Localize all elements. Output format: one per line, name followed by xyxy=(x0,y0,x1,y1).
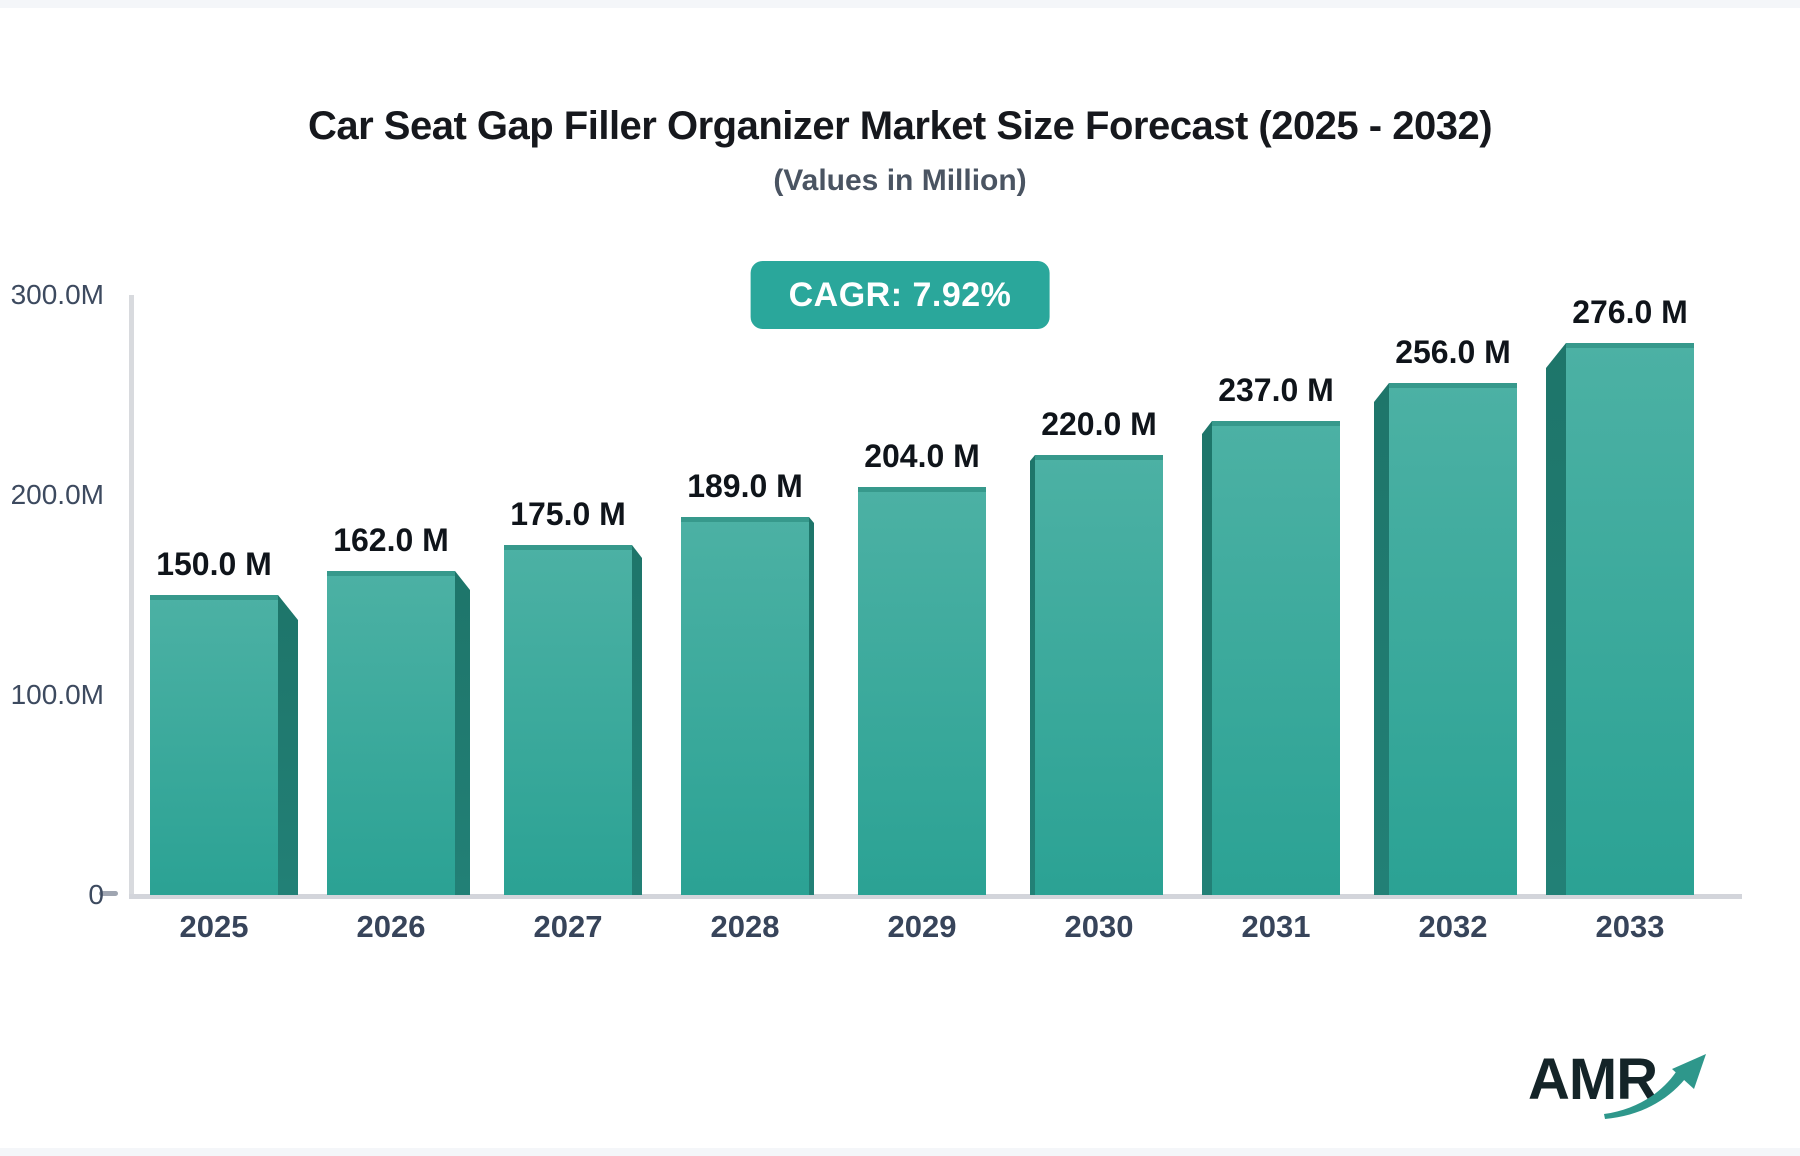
y-axis: 300.0M 200.0M 100.0M 0 xyxy=(0,279,104,910)
bar-top-edge xyxy=(327,571,455,576)
bar xyxy=(504,545,632,895)
bar-group xyxy=(1374,383,1517,895)
bar-group xyxy=(150,595,298,895)
amr-logo-arrow-icon xyxy=(1604,1054,1706,1119)
bar-group xyxy=(681,517,814,895)
cagr-badge-label: CAGR: 7.92% xyxy=(788,275,1012,314)
y-axis-tick-label: 200.0M xyxy=(10,479,104,510)
x-axis-label: 2029 xyxy=(887,909,957,944)
chart-subtitle: (Values in Million) xyxy=(773,164,1027,197)
bar-top-edge xyxy=(1035,455,1163,460)
bar-value-label: 150.0 M xyxy=(156,546,272,582)
x-axis-label: 2032 xyxy=(1418,909,1488,944)
chart-title: Car Seat Gap Filler Organizer Market Siz… xyxy=(307,104,1493,148)
bar-value-label: 204.0 M xyxy=(864,438,980,474)
bar-value-label: 237.0 M xyxy=(1218,372,1334,408)
x-axis-line xyxy=(129,894,1742,899)
bar-value-label: 175.0 M xyxy=(510,496,626,532)
x-axis-label: 2030 xyxy=(1064,909,1134,944)
y-axis-tick-label: 0 xyxy=(88,879,104,910)
bar-side-3d xyxy=(1374,383,1389,895)
amr-logo-text: AMR xyxy=(1528,1047,1658,1112)
cagr-badge: CAGR: 7.92% xyxy=(750,261,1050,329)
bar-group xyxy=(504,545,642,895)
y-axis-tick-label: 300.0M xyxy=(10,279,104,310)
bar-side-3d xyxy=(632,545,642,895)
y-axis-tick-label: 100.0M xyxy=(10,679,104,710)
chart-card: Car Seat Gap Filler Organizer Market Siz… xyxy=(0,8,1800,1148)
zero-tick-dash xyxy=(99,891,118,896)
bar-top-edge xyxy=(504,545,632,550)
x-axis-label: 2025 xyxy=(179,909,249,944)
bar xyxy=(327,571,455,895)
bar-side-3d xyxy=(455,571,470,895)
bar-top-edge xyxy=(1212,421,1340,426)
bar-side-3d xyxy=(809,517,814,895)
x-axis-label: 2027 xyxy=(533,909,603,944)
bar-value-label: 256.0 M xyxy=(1395,334,1511,370)
bar-group xyxy=(1546,343,1694,895)
bar-top-edge xyxy=(1389,383,1517,388)
bar xyxy=(1566,343,1694,895)
bar-top-edge xyxy=(1566,343,1694,348)
x-axis-label: 2031 xyxy=(1241,909,1311,944)
y-axis-line xyxy=(129,295,134,899)
bar xyxy=(681,517,809,895)
bar-side-3d xyxy=(1546,343,1566,895)
bar-value-label: 276.0 M xyxy=(1572,294,1688,330)
bar-group xyxy=(1030,455,1163,895)
bar xyxy=(150,595,278,895)
bar-value-label: 162.0 M xyxy=(333,522,449,558)
amr-logo: AMR xyxy=(1528,1046,1748,1126)
bar xyxy=(1035,455,1163,895)
bar-top-edge xyxy=(681,517,809,522)
bar-group xyxy=(327,571,470,895)
bar-group xyxy=(858,487,986,895)
bar-value-label: 220.0 M xyxy=(1041,406,1157,442)
bar-top-edge xyxy=(858,487,986,492)
x-axis-label: 2028 xyxy=(710,909,780,944)
x-axis-label: 2033 xyxy=(1595,909,1665,944)
bar-side-3d xyxy=(278,595,298,895)
bar-group xyxy=(1202,421,1340,895)
bar-top-edge xyxy=(150,595,278,600)
bar-side-3d xyxy=(1202,421,1212,895)
x-axis-label: 2026 xyxy=(356,909,426,944)
bar-side-3d xyxy=(1030,455,1035,895)
bar xyxy=(1389,383,1517,895)
bar xyxy=(1212,421,1340,895)
bar xyxy=(858,487,986,895)
plot-area: 150.0 M 2025 162.0 M 2026 175.0 M 2027 189.0 M… xyxy=(133,294,1755,944)
bar-value-label: 189.0 M xyxy=(687,468,803,504)
